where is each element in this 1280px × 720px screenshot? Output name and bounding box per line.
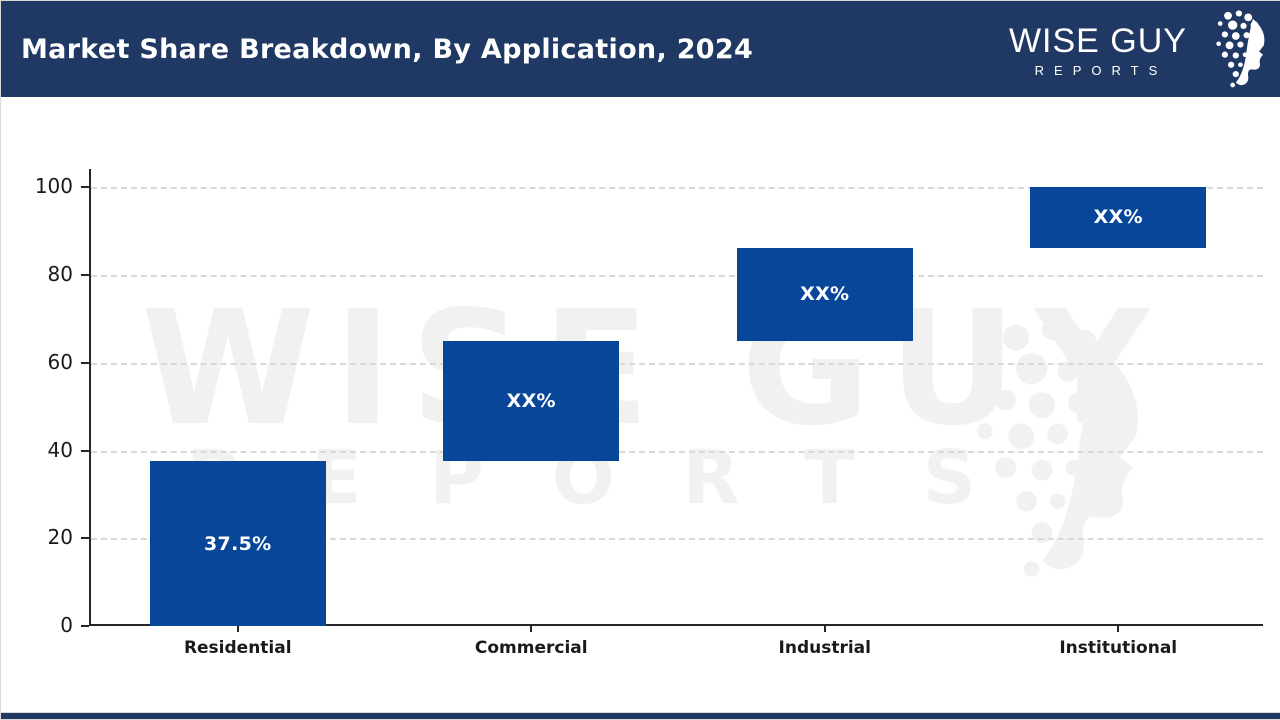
logo-wordmark: WISE GUY	[1008, 22, 1187, 60]
x-tick-mark-industrial	[823, 626, 826, 632]
header-bar: Market Share Breakdown, By Application, …	[1, 1, 1280, 97]
y-tick-mark-20	[81, 537, 89, 540]
y-tick-mark-80	[81, 274, 89, 277]
y-tick-label-0: 0	[60, 613, 73, 637]
wiseguy-logo: WISE GUY REPORTS	[1009, 7, 1267, 93]
footer-bar	[1, 712, 1280, 719]
y-tick-label-40: 40	[47, 437, 73, 462]
gridline-80	[91, 275, 1263, 278]
bar-value-label: XX%	[800, 283, 850, 306]
bar-residential: 37.5%	[149, 461, 326, 626]
bar-value-label: 37.5%	[204, 532, 272, 555]
bar-value-label: XX%	[506, 390, 556, 413]
x-axis-label-residential: Residential	[183, 638, 292, 658]
bar-industrial: XX%	[736, 247, 913, 341]
wiseguy-head-icon	[1189, 8, 1267, 92]
bar-commercial: XX%	[443, 340, 620, 462]
y-tick-mark-0	[81, 625, 89, 627]
x-tick-mark-residential	[236, 626, 239, 632]
chart-area: WISE GUY REPORTS 0 20 40 60 80 100 37.5% Reside…	[1, 97, 1280, 714]
x-axis-label-commercial: Commercial	[474, 638, 588, 658]
y-tick-label-60: 60	[47, 349, 73, 374]
y-tick-label-80: 80	[47, 262, 73, 287]
y-tick-mark-60	[81, 361, 89, 364]
y-tick-label-100: 100	[34, 174, 73, 199]
y-tick-mark-100	[81, 186, 89, 189]
logo-subtitle: REPORTS	[1034, 63, 1168, 78]
chart-title: Market Share Breakdown, By Application, …	[21, 33, 754, 65]
gridline-20	[91, 538, 1263, 541]
x-tick-mark-commercial	[530, 626, 533, 632]
x-axis-label-industrial: Industrial	[778, 638, 871, 658]
x-tick-mark-institutional	[1117, 626, 1120, 632]
gridline-100	[91, 187, 1263, 190]
plot-area: 0 20 40 60 80 100 37.5% Residential XX% Commercia…	[35, 169, 1263, 658]
y-tick-label-20: 20	[47, 525, 73, 550]
bar-institutional: XX%	[1030, 187, 1207, 248]
x-axis-label-institutional: Institutional	[1059, 638, 1178, 658]
y-tick-mark-40	[81, 449, 89, 452]
gridline-40	[91, 450, 1263, 453]
gridline-60	[91, 362, 1263, 365]
bar-value-label: XX%	[1093, 206, 1143, 229]
